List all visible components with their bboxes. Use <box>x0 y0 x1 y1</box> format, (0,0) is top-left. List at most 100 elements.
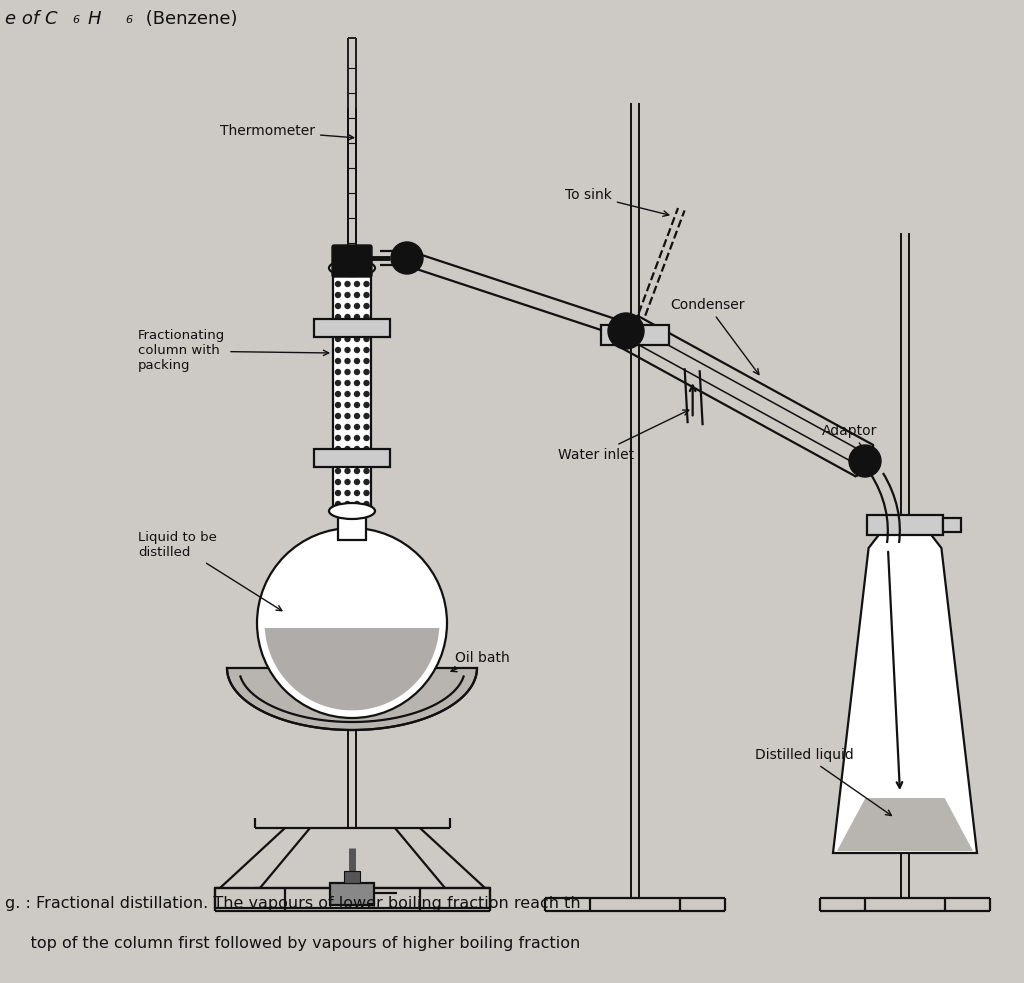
Circle shape <box>354 347 360 353</box>
Circle shape <box>344 303 350 310</box>
Circle shape <box>391 242 423 274</box>
Bar <box>344 871 360 883</box>
Circle shape <box>335 347 341 353</box>
Circle shape <box>354 434 360 441</box>
Text: Adaptor: Adaptor <box>822 424 878 466</box>
Circle shape <box>354 303 360 310</box>
Circle shape <box>354 468 360 474</box>
Circle shape <box>344 292 350 298</box>
Circle shape <box>335 358 341 364</box>
Circle shape <box>335 269 341 276</box>
Polygon shape <box>837 798 973 851</box>
Circle shape <box>354 269 360 276</box>
Text: (Benzene): (Benzene) <box>140 10 238 28</box>
Circle shape <box>335 500 341 507</box>
Circle shape <box>364 369 370 376</box>
Bar <box>314 449 390 467</box>
Circle shape <box>344 269 350 276</box>
Circle shape <box>354 457 360 463</box>
Circle shape <box>335 446 341 452</box>
Bar <box>330 883 374 905</box>
Circle shape <box>364 336 370 342</box>
Circle shape <box>364 292 370 298</box>
Circle shape <box>364 281 370 287</box>
Circle shape <box>335 402 341 408</box>
Polygon shape <box>264 628 439 711</box>
Text: H: H <box>88 10 101 28</box>
Circle shape <box>354 292 360 298</box>
Circle shape <box>344 379 350 386</box>
Circle shape <box>364 413 370 419</box>
Circle shape <box>335 369 341 376</box>
Circle shape <box>364 324 370 331</box>
Text: top of the column first followed by vapours of higher boiling fraction: top of the column first followed by vapo… <box>5 936 581 951</box>
Circle shape <box>344 479 350 486</box>
Text: Liquid to be
distilled: Liquid to be distilled <box>138 531 282 610</box>
Circle shape <box>354 490 360 496</box>
Text: Distilled liquid: Distilled liquid <box>755 748 892 816</box>
Circle shape <box>364 490 370 496</box>
Circle shape <box>335 468 341 474</box>
Circle shape <box>335 336 341 342</box>
Circle shape <box>344 324 350 331</box>
Circle shape <box>364 434 370 441</box>
Text: Fractionating
column with
packing: Fractionating column with packing <box>138 329 329 373</box>
Circle shape <box>344 413 350 419</box>
Circle shape <box>364 468 370 474</box>
Circle shape <box>354 424 360 431</box>
Text: Oil bath: Oil bath <box>451 651 510 671</box>
Circle shape <box>354 324 360 331</box>
Circle shape <box>364 379 370 386</box>
Circle shape <box>364 269 370 276</box>
Circle shape <box>257 528 447 718</box>
Circle shape <box>344 281 350 287</box>
Circle shape <box>354 314 360 320</box>
Circle shape <box>364 424 370 431</box>
Text: 6: 6 <box>72 15 79 25</box>
Polygon shape <box>338 511 366 540</box>
Circle shape <box>364 358 370 364</box>
Text: Condenser: Condenser <box>670 298 759 375</box>
Text: Thermometer: Thermometer <box>220 124 353 140</box>
Circle shape <box>335 391 341 397</box>
Circle shape <box>354 500 360 507</box>
Circle shape <box>354 413 360 419</box>
Circle shape <box>335 303 341 310</box>
Circle shape <box>344 424 350 431</box>
Circle shape <box>335 479 341 486</box>
Circle shape <box>364 314 370 320</box>
Circle shape <box>354 379 360 386</box>
Text: Water inlet: Water inlet <box>558 410 689 462</box>
Circle shape <box>335 292 341 298</box>
Circle shape <box>335 413 341 419</box>
Circle shape <box>354 479 360 486</box>
Circle shape <box>354 446 360 452</box>
Circle shape <box>354 402 360 408</box>
Circle shape <box>354 391 360 397</box>
Polygon shape <box>215 888 490 908</box>
Polygon shape <box>333 268 371 511</box>
Circle shape <box>364 500 370 507</box>
Circle shape <box>364 446 370 452</box>
Circle shape <box>849 445 881 477</box>
Circle shape <box>344 369 350 376</box>
Bar <box>601 325 669 345</box>
Circle shape <box>344 490 350 496</box>
Circle shape <box>364 391 370 397</box>
Circle shape <box>335 490 341 496</box>
Circle shape <box>364 347 370 353</box>
Circle shape <box>364 479 370 486</box>
Circle shape <box>344 468 350 474</box>
Circle shape <box>335 457 341 463</box>
Circle shape <box>344 434 350 441</box>
Circle shape <box>335 281 341 287</box>
Ellipse shape <box>329 503 375 519</box>
Circle shape <box>354 358 360 364</box>
Bar <box>943 518 961 532</box>
Circle shape <box>344 347 350 353</box>
Bar <box>867 515 943 535</box>
Circle shape <box>344 446 350 452</box>
Circle shape <box>344 500 350 507</box>
Polygon shape <box>227 668 477 730</box>
Circle shape <box>354 369 360 376</box>
